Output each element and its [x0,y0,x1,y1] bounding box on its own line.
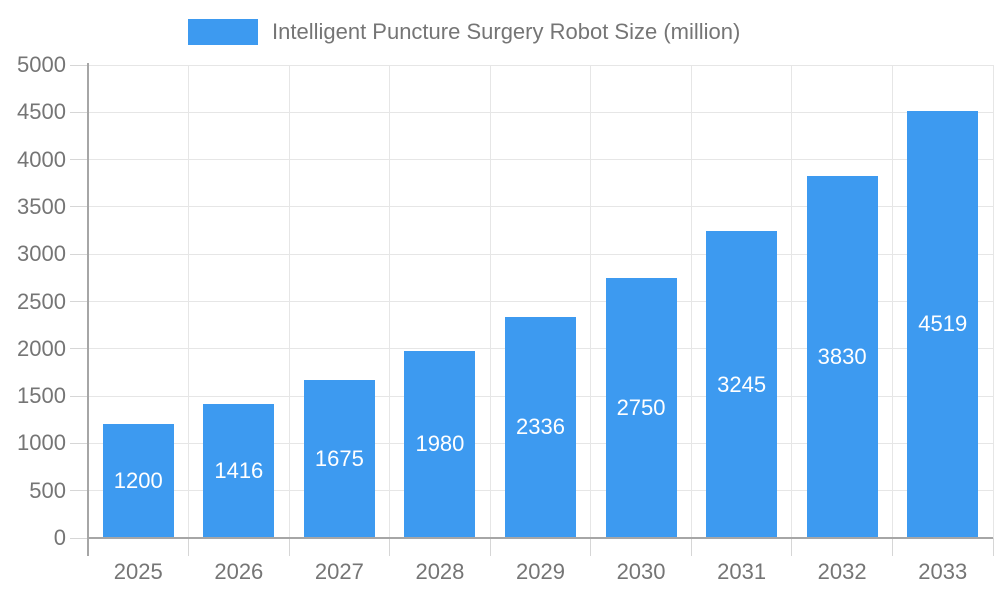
bar-2028: 1980 [404,350,476,538]
gridline-v [188,65,190,538]
x-tick-label-2033: 2033 [918,559,968,584]
gridline-v [891,65,893,538]
y-axis-tick [70,442,88,444]
bar-value-label: 3245 [717,371,767,397]
y-axis-tick [70,64,88,66]
bar-value-label: 1980 [415,431,465,457]
legend-label: Intelligent Puncture Surgery Robot Size … [272,19,741,44]
y-tick-label: 3500 [17,193,66,219]
bar-value-label: 1416 [214,458,264,483]
x-tick-label-2031: 2031 [717,559,767,584]
x-axis-tick [389,538,391,556]
bar-value-label: 2750 [616,394,666,420]
x-axis-line [88,537,993,539]
gridline-v [288,65,290,538]
y-tick-label: 1000 [17,430,66,456]
gridline-v [690,65,692,538]
bar-2029: 2336 [505,317,576,538]
gridline-v [389,65,391,538]
y-axis-tick [70,159,88,161]
bar-2032: 3830 [806,175,878,538]
y-axis-tick [70,395,88,397]
y-axis-tick [70,206,88,208]
y-axis-tick [70,348,88,350]
x-tick-label-2026: 2026 [214,559,264,584]
y-axis-tick [70,111,88,113]
y-tick-label: 4500 [17,99,66,125]
gridline-v [489,65,491,538]
x-tick-label-2030: 2030 [616,559,666,584]
legend-swatch[interactable] [188,19,258,45]
bar-2033: 4519 [907,110,979,538]
bar-value-label: 3830 [817,343,867,369]
x-axis-tick [992,538,994,556]
y-axis-line [87,63,89,556]
bar-2025: 1200 [102,424,174,538]
y-axis-tick [70,253,88,255]
x-tick-label-2028: 2028 [415,559,465,584]
x-tick-label-2029: 2029 [516,559,565,584]
x-axis-tick [288,538,290,556]
y-tick-label: 0 [53,525,66,550]
y-tick-label: 4000 [17,146,66,172]
y-tick-label: 500 [29,477,66,503]
y-tick-label: 1500 [17,383,66,409]
gridline-h [88,253,993,255]
x-axis-tick [489,538,491,556]
bar-value-label: 1675 [314,445,364,471]
y-axis-tick [70,490,88,492]
gridline-h [88,64,993,66]
bar-value-label: 1200 [113,468,163,494]
x-axis-tick [188,538,190,556]
x-tick-label-2025: 2025 [113,559,163,584]
y-tick-label: 2000 [17,335,66,361]
gridline-h [88,159,993,161]
bar-2030: 2750 [605,277,677,538]
gridline-h [88,206,993,208]
y-tick-label: 2500 [17,288,66,314]
x-axis-tick [791,538,793,556]
gridline-v [992,65,994,538]
legend[interactable]: Intelligent Puncture Surgery Robot Size … [188,18,740,46]
bar-value-label: 2336 [516,414,565,440]
x-axis-tick [690,538,692,556]
x-axis-tick [891,538,893,556]
x-tick-label-2032: 2032 [817,559,867,584]
y-tick-label: 3000 [17,241,66,267]
bar-2031: 3245 [706,231,778,538]
gridline-v [791,65,793,538]
y-tick-label: 5000 [17,52,66,77]
x-axis-tick [590,538,592,556]
y-axis-tick [70,301,88,302]
y-axis-tick [70,537,88,539]
gridline-h [88,111,993,113]
bar-2026: 1416 [203,404,275,538]
bar-2027: 1675 [303,379,375,538]
bar-value-label: 4519 [918,311,968,337]
x-tick-label-2027: 2027 [314,559,364,584]
gridline-h [88,301,993,302]
gridline-v [590,65,592,538]
